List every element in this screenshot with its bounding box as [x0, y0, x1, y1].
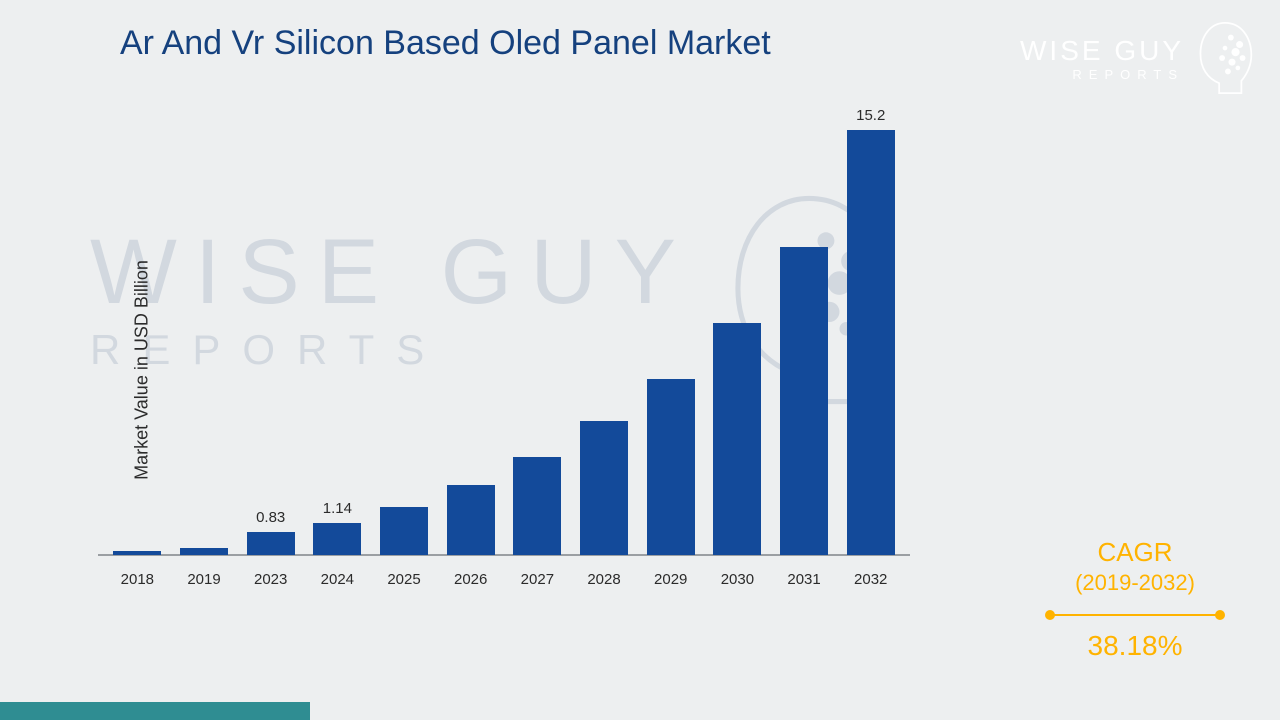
x-axis-label: 2031: [771, 571, 838, 588]
x-axis-label: 2025: [371, 571, 438, 588]
bar-rect: [247, 532, 295, 555]
bar-column: [704, 323, 771, 555]
bar-column: 1.14: [304, 523, 371, 555]
cagr-title: CAGR: [1030, 537, 1240, 568]
bar-rect: [780, 247, 828, 555]
bar-column: [171, 548, 238, 555]
bar-rect: [380, 507, 428, 555]
bar-chart: Market Value in USD Billion 0.831.1415.2…: [80, 130, 910, 610]
logo-sub-text: REPORTS: [1020, 67, 1184, 82]
bar-rect: [513, 457, 561, 555]
bar-column: [371, 507, 438, 555]
cagr-value: 38.18%: [1030, 630, 1240, 662]
logo-head-icon: [1194, 20, 1256, 96]
bar-column: [637, 379, 704, 555]
bar-value-label: 1.14: [304, 500, 371, 517]
bar-value-label: 15.2: [837, 107, 904, 124]
bar-column: [104, 551, 171, 555]
cagr-block: CAGR (2019-2032) 38.18%: [1030, 537, 1240, 662]
x-axis-label: 2018: [104, 571, 171, 588]
bar-column: [504, 457, 571, 555]
bar-rect: [180, 548, 228, 555]
x-axis-label: 2026: [437, 571, 504, 588]
bottom-accent-strip: [0, 702, 310, 720]
x-labels-container: 2018201920232024202520262027202820292030…: [98, 571, 910, 588]
bar-column: [771, 247, 838, 555]
canvas: WISE GUY REPORTS Ar And Vr Silicon Based…: [0, 0, 1280, 720]
x-axis-label: 2024: [304, 571, 371, 588]
bar-rect: [113, 551, 161, 555]
bar-rect: [847, 130, 895, 555]
x-axis-label: 2032: [837, 571, 904, 588]
x-axis-label: 2019: [171, 571, 238, 588]
logo-text: WISE GUY REPORTS: [1020, 35, 1184, 82]
x-axis-label: 2029: [637, 571, 704, 588]
brand-logo: WISE GUY REPORTS: [1006, 18, 1256, 98]
bar-rect: [713, 323, 761, 555]
chart-plot-area: 0.831.14 15.2: [98, 130, 910, 555]
bar-value-label: 0.83: [237, 509, 304, 526]
x-axis-label: 2027: [504, 571, 571, 588]
bar-rect: [647, 379, 695, 555]
bar-column: [571, 421, 638, 555]
x-axis-label: 2028: [571, 571, 638, 588]
bar-column: [437, 485, 504, 555]
cagr-divider: [1050, 614, 1220, 616]
chart-title: Ar And Vr Silicon Based Oled Panel Marke…: [120, 22, 840, 65]
bar-column: 0.83: [237, 532, 304, 555]
bar-rect: [313, 523, 361, 555]
bars-container: 0.831.14 15.2: [98, 130, 910, 555]
logo-main-text: WISE GUY: [1020, 35, 1184, 67]
x-axis-label: 2030: [704, 571, 771, 588]
bar-rect: [447, 485, 495, 555]
bar-column: 15.2: [837, 130, 904, 555]
cagr-range: (2019-2032): [1030, 570, 1240, 596]
bar-rect: [580, 421, 628, 555]
x-axis-label: 2023: [237, 571, 304, 588]
